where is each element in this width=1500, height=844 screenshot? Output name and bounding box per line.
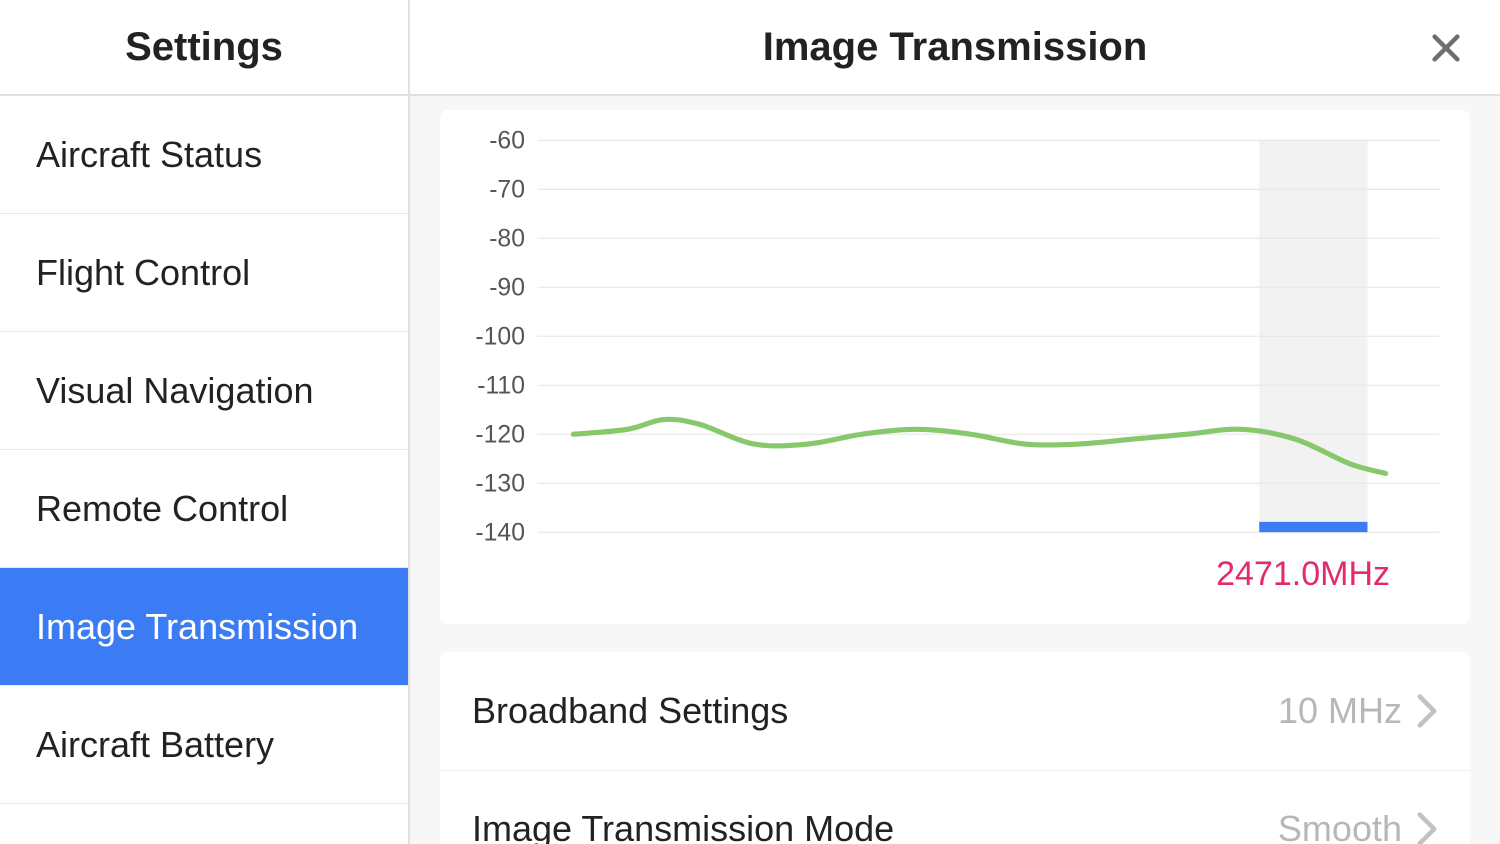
- sidebar-item-label: Flight Control: [36, 252, 250, 294]
- sidebar-item-label: Remote Control: [36, 488, 288, 530]
- main-header: Image Transmission: [410, 0, 1500, 96]
- sidebar-item-label: Aircraft Status: [36, 134, 262, 176]
- row-label: Broadband Settings: [472, 690, 1278, 732]
- sidebar: Settings Aircraft Status Flight Control Vi…: [0, 0, 410, 844]
- close-button[interactable]: [1422, 24, 1470, 72]
- frequency-label: 2471.0MHz: [460, 555, 1450, 594]
- sidebar-item-label: Aircraft Battery: [36, 724, 274, 766]
- sidebar-item-label: Visual Navigation: [36, 370, 314, 412]
- chart-ytick-label: -60: [489, 130, 525, 155]
- sidebar-item-label: Image Transmission: [36, 606, 358, 648]
- settings-row-broadband-settings[interactable]: Broadband Settings10 MHz: [440, 652, 1470, 770]
- chart-ytick-label: -70: [489, 177, 525, 204]
- sidebar-header: Settings: [0, 0, 408, 96]
- chart-ytick-label: -130: [475, 470, 525, 497]
- sidebar-items: Aircraft Status Flight Control Visual Navi…: [0, 96, 408, 844]
- settings-row-image-transmission-mode[interactable]: Image Transmission ModeSmooth: [440, 770, 1470, 844]
- row-value: Smooth: [1278, 808, 1402, 844]
- row-value: 10 MHz: [1278, 690, 1402, 732]
- sidebar-title: Settings: [125, 25, 283, 70]
- chevron-right-icon: [1416, 693, 1438, 729]
- sidebar-item-aircraft-status[interactable]: Aircraft Status: [0, 96, 408, 214]
- row-label: Image Transmission Mode: [472, 808, 1278, 844]
- chevron-right-icon: [1416, 811, 1438, 844]
- main-panel: Image Transmission -60-70-80-90-100-110-…: [410, 0, 1500, 844]
- chart-marker-bar: [1259, 522, 1367, 532]
- sidebar-item-flight-control[interactable]: Flight Control: [0, 214, 408, 332]
- chart-ytick-label: -100: [475, 324, 525, 351]
- settings-list: Broadband Settings10 MHzImage Transmissi…: [440, 652, 1470, 844]
- sidebar-item-visual-navigation[interactable]: Visual Navigation: [0, 332, 408, 450]
- page-title: Image Transmission: [410, 25, 1500, 70]
- signal-chart[interactable]: -60 -70 -80 -90 -100 -110 -120 -130 -140: [460, 130, 1450, 543]
- chart-ytick-label: -110: [477, 372, 525, 399]
- chart-ytick-label: -90: [489, 275, 525, 302]
- signal-chart-svg: -60 -70 -80 -90 -100 -110 -120 -130 -140: [460, 130, 1450, 543]
- signal-chart-card: -60 -70 -80 -90 -100 -110 -120 -130 -140 2471.0M…: [440, 110, 1470, 624]
- sidebar-item-remote-control[interactable]: Remote Control: [0, 450, 408, 568]
- main-body: -60 -70 -80 -90 -100 -110 -120 -130 -140 2471.0M…: [410, 96, 1500, 844]
- sidebar-item-aircraft-battery[interactable]: Aircraft Battery: [0, 686, 408, 804]
- close-icon: [1429, 31, 1463, 65]
- chart-ytick-label: -80: [489, 226, 525, 253]
- chart-ytick-label: -120: [475, 421, 525, 448]
- sidebar-item-image-transmission[interactable]: Image Transmission: [0, 568, 408, 686]
- chart-ytick-label: -140: [475, 519, 525, 542]
